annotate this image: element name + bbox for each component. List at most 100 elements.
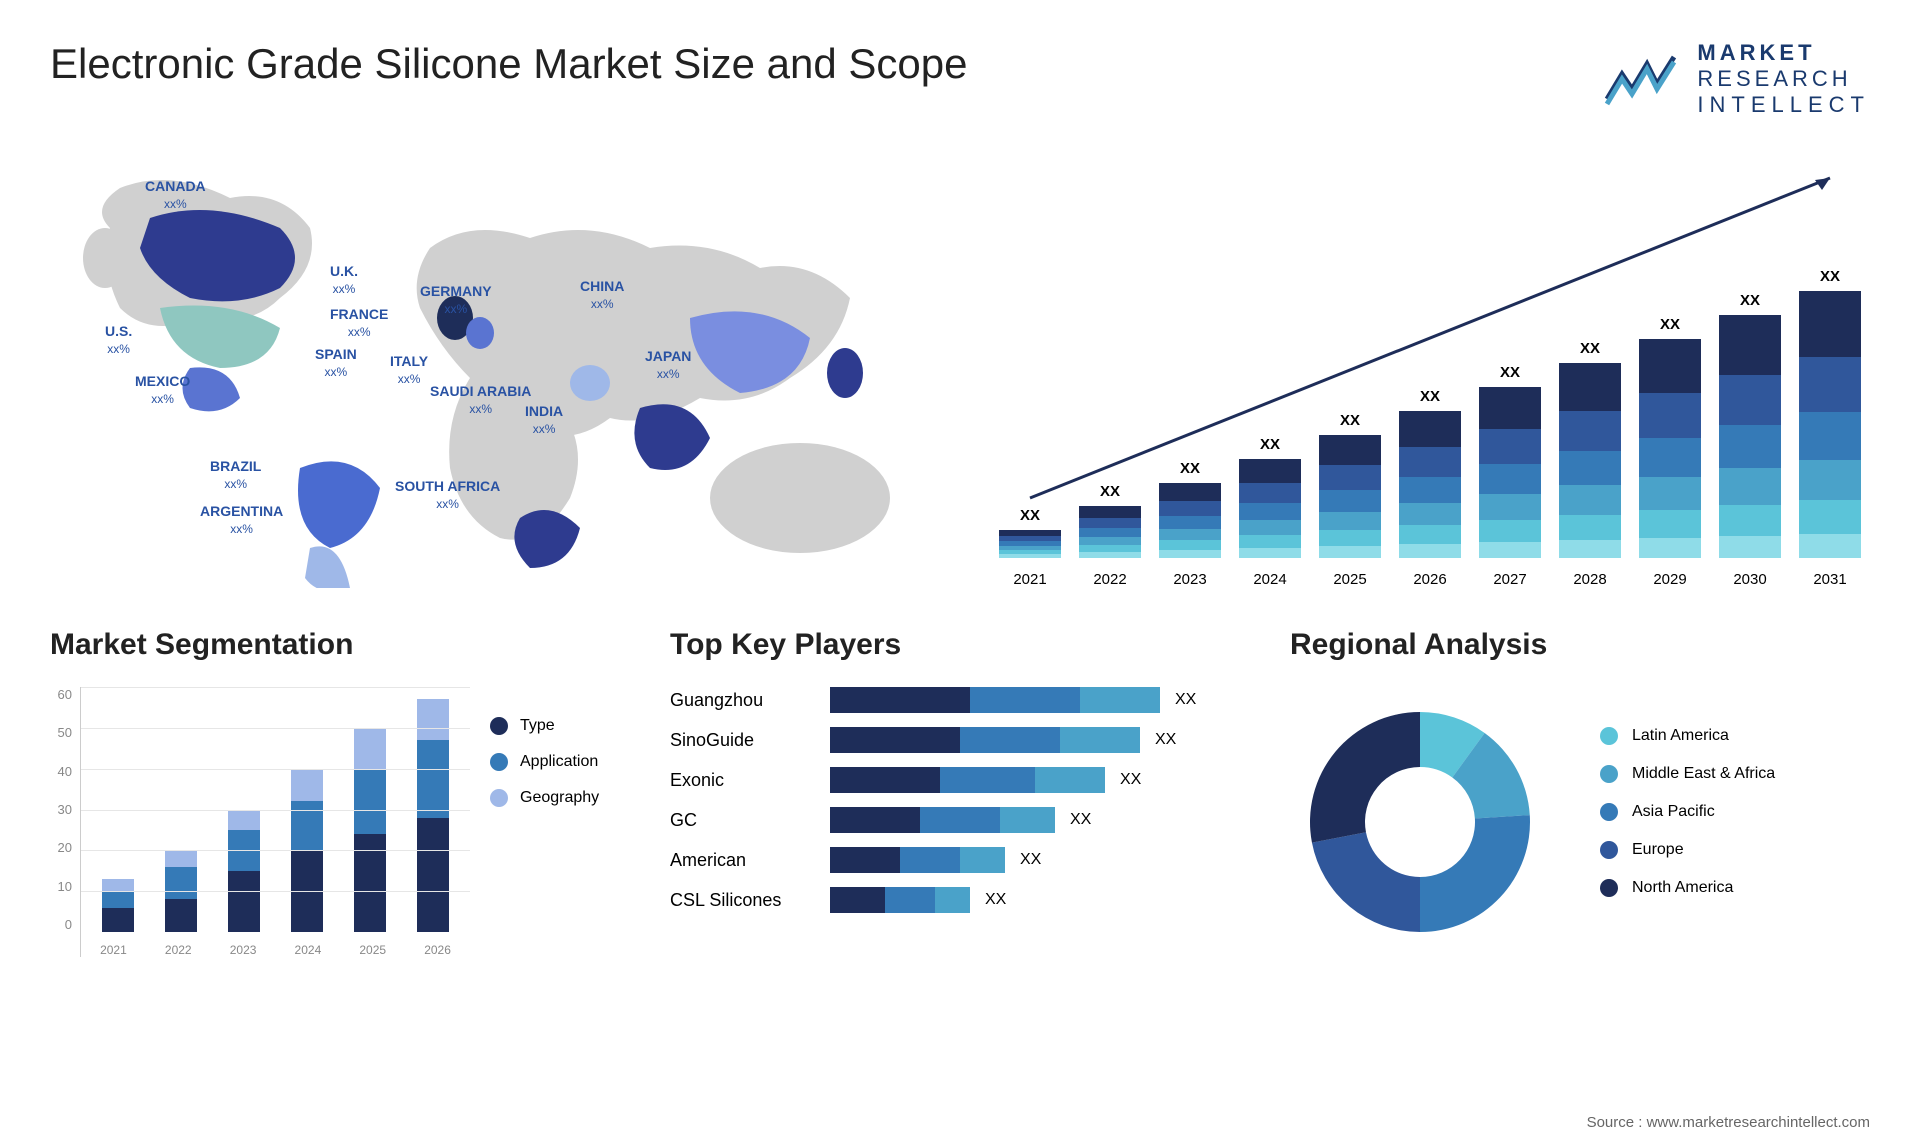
map-label: ARGENTINAxx% xyxy=(200,503,283,537)
growth-bar: XX xyxy=(1715,292,1785,558)
player-name: Guangzhou xyxy=(670,690,830,711)
regional-title: Regional Analysis xyxy=(1290,628,1870,662)
x-tick: 2031 xyxy=(1795,571,1865,588)
player-value: XX xyxy=(1020,851,1041,869)
seg-legend: Type Application Geography xyxy=(470,687,630,957)
bar-value-label: XX xyxy=(1740,292,1760,309)
bar-value-label: XX xyxy=(1500,364,1520,381)
key-players-section: Top Key Players GuangzhouXXSinoGuideXXEx… xyxy=(670,628,1250,968)
seg-bar xyxy=(354,728,386,932)
map-label: SOUTH AFRICAxx% xyxy=(395,478,500,512)
bar-value-label: XX xyxy=(1180,460,1200,477)
seg-bar xyxy=(228,810,260,932)
player-name: GC xyxy=(670,810,830,831)
logo-text-1: MARKET xyxy=(1697,40,1870,66)
seg-plot: 202120222023202420252026 xyxy=(80,687,470,957)
player-name: CSL Silicones xyxy=(670,890,830,911)
map-label: JAPANxx% xyxy=(645,348,691,382)
legend-item: Application xyxy=(490,753,630,771)
x-tick: 2024 xyxy=(1235,571,1305,588)
map-label: CHINAxx% xyxy=(580,278,624,312)
legend-item: North America xyxy=(1600,879,1775,897)
player-name: American xyxy=(670,850,830,871)
growth-bar: XX xyxy=(1155,460,1225,558)
growth-bar: XX xyxy=(1235,436,1305,558)
seg-bar xyxy=(102,879,134,932)
growth-bar: XX xyxy=(1475,364,1545,558)
legend-item: Europe xyxy=(1600,841,1775,859)
legend-item: Geography xyxy=(490,789,630,807)
seg-bar xyxy=(417,699,449,932)
bar-value-label: XX xyxy=(1660,316,1680,333)
player-name: SinoGuide xyxy=(670,730,830,751)
map-label: SAUDI ARABIAxx% xyxy=(430,383,531,417)
legend-item: Middle East & Africa xyxy=(1600,765,1775,783)
segmentation-section: Market Segmentation 6050403020100 202120… xyxy=(50,628,630,968)
regional-legend: Latin America Middle East & Africa Asia Pa… xyxy=(1590,727,1775,917)
donut-slice xyxy=(1312,832,1420,932)
x-tick: 2027 xyxy=(1475,571,1545,588)
bar-value-label: XX xyxy=(1340,412,1360,429)
growth-chart: XX XX XX XX XX XX XX XX XX XX XX 2021 2022 2023 2024 2… xyxy=(990,148,1870,588)
player-row: GC XX xyxy=(670,807,1250,833)
x-tick: 2026 xyxy=(1395,571,1465,588)
growth-bar: XX xyxy=(1555,340,1625,558)
player-value: XX xyxy=(985,891,1006,909)
player-row: CSL Silicones XX xyxy=(670,887,1250,913)
growth-bar: XX xyxy=(1315,412,1385,558)
growth-bar: XX xyxy=(1075,483,1145,558)
map-svg xyxy=(50,148,950,588)
player-value: XX xyxy=(1175,691,1196,709)
logo-text-2: RESEARCH xyxy=(1697,66,1870,92)
player-value: XX xyxy=(1120,771,1141,789)
bar-value-label: XX xyxy=(1260,436,1280,453)
growth-bar: XX xyxy=(1635,316,1705,558)
regional-section: Regional Analysis Latin America Middle Ea… xyxy=(1290,628,1870,968)
map-label: INDIAxx% xyxy=(525,403,563,437)
growth-bar: XX xyxy=(995,507,1065,558)
x-tick: 2023 xyxy=(1155,571,1225,588)
bar-value-label: XX xyxy=(1580,340,1600,357)
map-label: GERMANYxx% xyxy=(420,283,492,317)
map-label: U.K.xx% xyxy=(330,263,358,297)
world-map: CANADAxx% U.S.xx%MEXICOxx% BRAZILxx% ARGENT… xyxy=(50,148,950,588)
map-label: U.S.xx% xyxy=(105,323,132,357)
map-label: BRAZILxx% xyxy=(210,458,261,492)
brand-logo: MARKET RESEARCH INTELLECT xyxy=(1602,40,1870,118)
x-tick: 2025 xyxy=(1315,571,1385,588)
bar-value-label: XX xyxy=(1020,507,1040,524)
donut-slice xyxy=(1310,712,1420,843)
player-value: XX xyxy=(1070,811,1091,829)
bar-value-label: XX xyxy=(1100,483,1120,500)
growth-bar: XX xyxy=(1795,268,1865,558)
map-label: CANADAxx% xyxy=(145,178,206,212)
legend-item: Latin America xyxy=(1600,727,1775,745)
legend-item: Asia Pacific xyxy=(1600,803,1775,821)
x-tick: 2028 xyxy=(1555,571,1625,588)
logo-icon xyxy=(1602,49,1682,109)
page-title: Electronic Grade Silicone Market Size an… xyxy=(50,40,967,88)
bar-value-label: XX xyxy=(1820,268,1840,285)
logo-text-3: INTELLECT xyxy=(1697,92,1870,118)
donut-slice xyxy=(1420,815,1530,932)
player-row: American XX xyxy=(670,847,1250,873)
map-label: FRANCExx% xyxy=(330,306,388,340)
growth-bar: XX xyxy=(1395,388,1465,558)
player-name: Exonic xyxy=(670,770,830,791)
legend-item: Type xyxy=(490,717,630,735)
map-label: MEXICOxx% xyxy=(135,373,190,407)
x-tick: 2021 xyxy=(995,571,1065,588)
map-label: ITALYxx% xyxy=(390,353,428,387)
x-tick: 2029 xyxy=(1635,571,1705,588)
source-text: Source : www.marketresearchintellect.com xyxy=(1587,1114,1870,1131)
segmentation-title: Market Segmentation xyxy=(50,628,630,662)
key-players-title: Top Key Players xyxy=(670,628,1250,662)
player-row: SinoGuideXX xyxy=(670,727,1250,753)
map-label: SPAINxx% xyxy=(315,346,357,380)
x-tick: 2022 xyxy=(1075,571,1145,588)
player-row: Exonic XX xyxy=(670,767,1250,793)
donut-chart xyxy=(1290,687,1590,957)
x-tick: 2030 xyxy=(1715,571,1785,588)
player-row: Guangzhou XX xyxy=(670,687,1250,713)
bar-value-label: XX xyxy=(1420,388,1440,405)
